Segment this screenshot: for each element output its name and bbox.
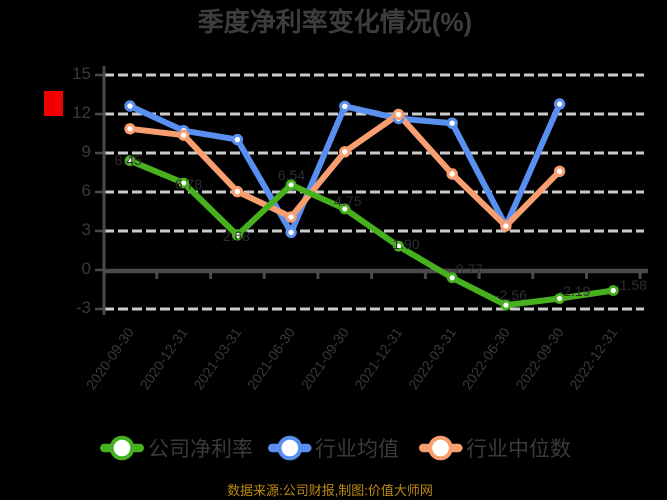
svg-text:4.75: 4.75	[334, 193, 361, 209]
svg-text:2.68: 2.68	[223, 228, 250, 244]
svg-text:2022-06-30: 2022-06-30	[459, 324, 513, 392]
svg-text:0: 0	[82, 259, 91, 278]
svg-text:1.90: 1.90	[392, 236, 419, 252]
svg-text:2021-09-30: 2021-09-30	[298, 324, 352, 392]
svg-text:2022-09-30: 2022-09-30	[512, 324, 566, 392]
svg-text:3: 3	[82, 220, 91, 239]
svg-text:季度净利率变化情况(%): 季度净利率变化情况(%)	[198, 7, 472, 37]
svg-text:2021-03-31: 2021-03-31	[190, 324, 244, 392]
svg-text:6: 6	[82, 181, 91, 200]
svg-text:15: 15	[72, 64, 91, 83]
svg-text:2020-12-31: 2020-12-31	[136, 324, 190, 392]
svg-text:2021-06-30: 2021-06-30	[244, 324, 298, 392]
svg-text:12: 12	[72, 103, 91, 122]
svg-text:行业均值: 行业均值	[315, 438, 399, 461]
svg-text:-0.77: -0.77	[451, 261, 483, 277]
svg-text:行业中位数: 行业中位数	[466, 438, 571, 461]
svg-text:2020-09-30: 2020-09-30	[83, 324, 137, 392]
svg-text:公司净利率: 公司净利率	[148, 438, 253, 461]
svg-text:-1.58: -1.58	[615, 277, 647, 293]
svg-text:6.78: 6.78	[175, 176, 202, 192]
svg-text:2022-03-31: 2022-03-31	[405, 324, 459, 392]
svg-text:-2.56: -2.56	[495, 287, 527, 303]
svg-text:2021-12-31: 2021-12-31	[351, 324, 405, 392]
svg-text:-3: -3	[76, 298, 91, 317]
svg-text:6.54: 6.54	[278, 167, 305, 183]
svg-text:9: 9	[82, 142, 91, 161]
svg-text:-2.19: -2.19	[559, 283, 591, 299]
svg-text:8.45: 8.45	[115, 152, 142, 168]
svg-text:2022-12-31: 2022-12-31	[566, 324, 620, 392]
svg-text:数据来源:公司财报,制图:价值大师网: 数据来源:公司财报,制图:价值大师网	[227, 483, 433, 498]
